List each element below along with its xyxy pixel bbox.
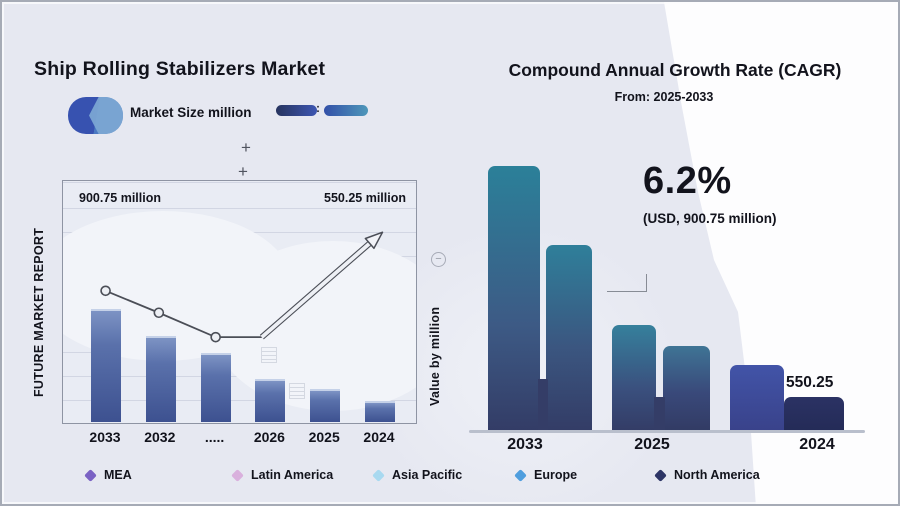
x-tick-.....: ..... [204, 429, 225, 445]
cagr-x-tick-2025: 2025 [634, 436, 670, 453]
cagr-note: (USD, 900.75 million) [643, 211, 777, 226]
market-bar-..... [200, 353, 231, 422]
callout-line [607, 274, 647, 292]
market-bar-2025 [310, 389, 341, 422]
cagr-x-tick-2024: 2024 [799, 436, 835, 453]
plus-icon: + [238, 162, 248, 181]
market-bar-2026 [255, 379, 286, 422]
legend-item-north-america: North America [674, 468, 760, 482]
x-tick-2026: 2026 [253, 429, 285, 445]
gradient-pill-icon [324, 105, 368, 116]
cagr-title: Compound Annual Growth Rate (CAGR) [508, 60, 842, 80]
marker-label: Market Size million [130, 105, 252, 120]
x-tick-2024: 2024 [363, 429, 395, 445]
plus-icon: + [241, 138, 251, 157]
market-bar-2033 [91, 309, 121, 422]
market-size-icon [68, 97, 123, 134]
colon-separator: : [316, 101, 320, 115]
legend-item-asia-pacific: Asia Pacific [392, 468, 463, 482]
legend-item-europe: Europe [534, 468, 578, 482]
arrow-head-icon [364, 231, 384, 250]
legend-diamond-icon [514, 469, 527, 482]
circled-minus-icon: − [431, 252, 446, 267]
x-tick-2032: 2032 [144, 429, 176, 445]
watermark-table-icon [289, 383, 305, 399]
cagr-subtitle: From: 2025-2033 [614, 90, 714, 104]
legend-diamond-icon [654, 469, 667, 482]
legend-item-mea: MEA [104, 468, 132, 482]
page-title: Ship Rolling Stabilizers Market [34, 58, 326, 80]
market-bar-2032 [145, 336, 176, 422]
cagr-x-axis: 2033 2025 2024 [2, 436, 898, 458]
legend-diamond-icon [372, 469, 385, 482]
gradient-pill-icon [276, 105, 317, 116]
end-value-label: 550.25 million [324, 191, 406, 205]
x-tick-2033: 2033 [89, 429, 121, 445]
background-swoosh [213, 241, 416, 411]
trend-line [100, 231, 384, 343]
legend-diamond-icon [231, 469, 244, 482]
legend-item-latin-america: Latin America [251, 468, 334, 482]
value-label-550: 550.25 [786, 374, 834, 391]
x-axis-line [469, 430, 865, 433]
cagr-value: 6.2% [643, 160, 732, 202]
left-chart-x-axis: 2033 2032..... 2026 2025 2024 [62, 429, 417, 449]
market-bar-2024 [365, 401, 395, 422]
cagr-x-tick-2033: 2033 [507, 436, 543, 453]
market-size-chart: 900.75 million 550.25 million [62, 180, 417, 424]
start-value-label: 900.75 million [79, 191, 161, 205]
x-tick-2025: 2025 [308, 429, 340, 445]
legend-diamond-icon [84, 469, 97, 482]
watermark-table-icon [261, 347, 277, 363]
